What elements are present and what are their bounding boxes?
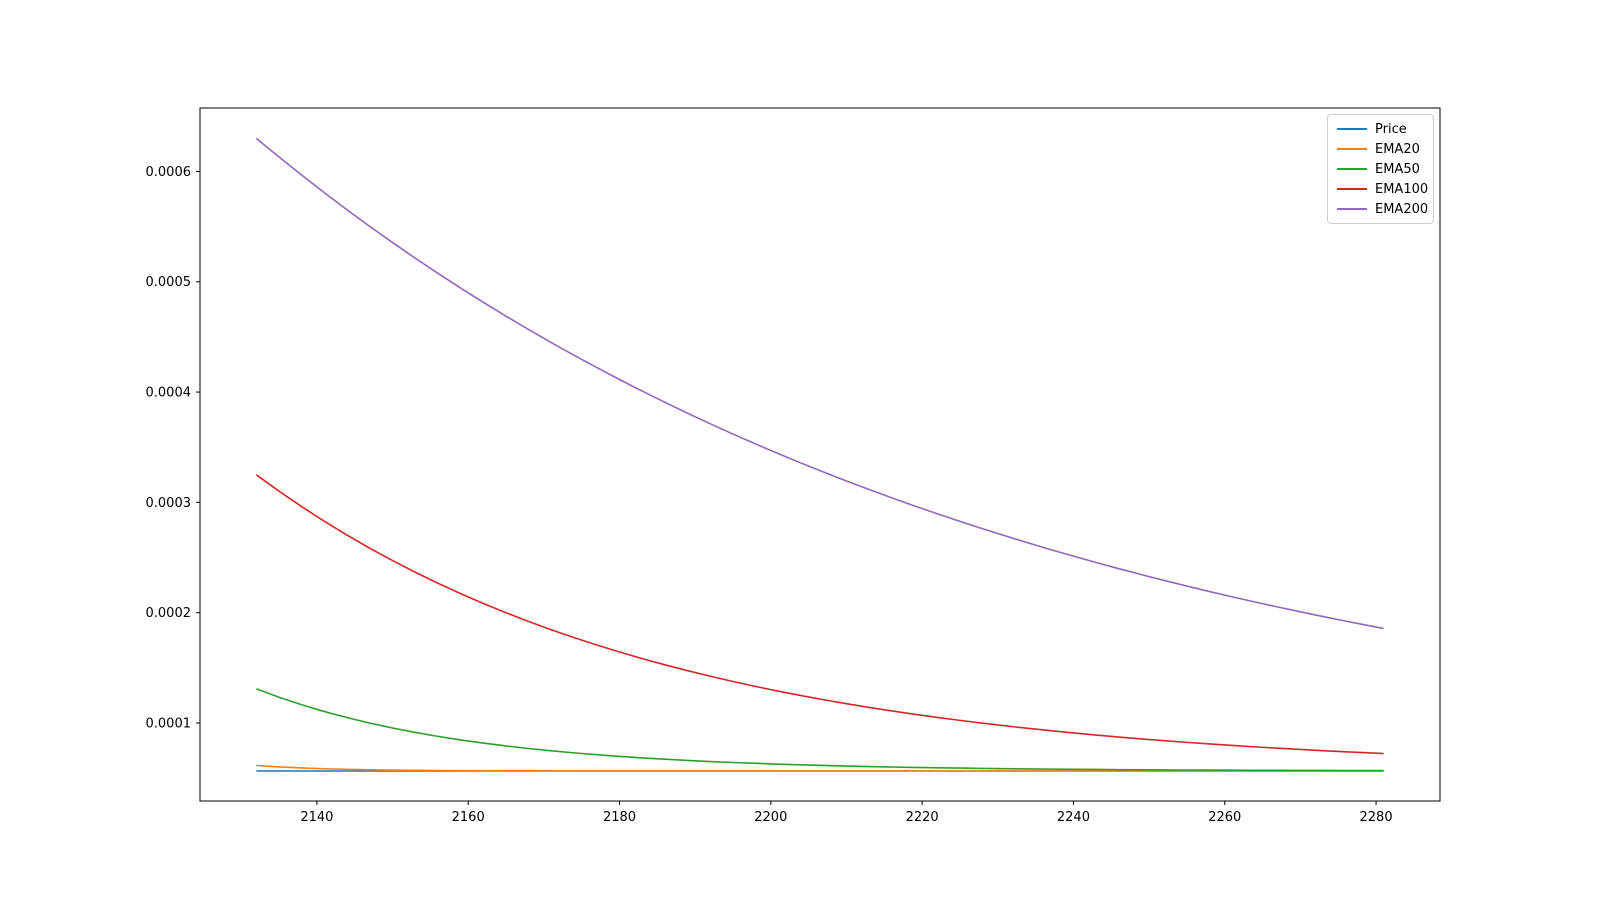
y-tick-label: 0.0003 <box>146 496 192 511</box>
x-tick-label: 2180 <box>603 810 636 825</box>
x-tick-label: 2200 <box>754 810 787 825</box>
legend-entry-price: Price <box>1337 119 1427 139</box>
ema100-line <box>255 474 1384 755</box>
legend-line-swatch-ema200 <box>1337 208 1367 210</box>
y-tick-label: 0.0004 <box>146 386 192 401</box>
y-tick-label: 0.0002 <box>146 606 192 621</box>
legend-label-ema20: EMA20 <box>1375 141 1420 157</box>
ema50-line <box>256 688 1384 772</box>
x-tick-label: 2160 <box>452 810 485 825</box>
legend-entry-ema200: EMA200 <box>1337 199 1429 219</box>
legend-entry-ema100: EMA100 <box>1337 179 1429 199</box>
y-tick-label: 0.0001 <box>146 717 192 732</box>
legend-entry-ema20: EMA20 <box>1337 139 1427 159</box>
legend-line-swatch-ema50 <box>1337 168 1367 170</box>
ema200-line <box>255 137 1384 630</box>
legend-label-price: Price <box>1375 121 1407 137</box>
plot-frame <box>199 107 1441 802</box>
legend-label-ema50: EMA50 <box>1375 161 1420 177</box>
legend-line-swatch-price <box>1337 128 1367 130</box>
x-tick-label: 2260 <box>1208 810 1241 825</box>
x-tick-label: 2220 <box>906 810 939 825</box>
ema20-line <box>256 764 1384 772</box>
legend-line-swatch-ema20 <box>1337 148 1367 150</box>
x-tick-label: 2240 <box>1057 810 1090 825</box>
legend-entry-ema50: EMA50 <box>1337 159 1427 179</box>
legend-line-swatch-ema100 <box>1337 188 1367 190</box>
legend-label-ema200: EMA200 <box>1375 201 1429 217</box>
x-tick-label: 2280 <box>1360 810 1393 825</box>
x-tick-label: 2140 <box>300 810 333 825</box>
y-tick-label: 0.0005 <box>146 275 192 290</box>
y-tick-label: 0.0006 <box>146 165 192 180</box>
legend-box: Price EMA20 EMA50 EMA100 EMA200 <box>1327 114 1434 224</box>
legend-label-ema100: EMA100 <box>1375 181 1429 197</box>
